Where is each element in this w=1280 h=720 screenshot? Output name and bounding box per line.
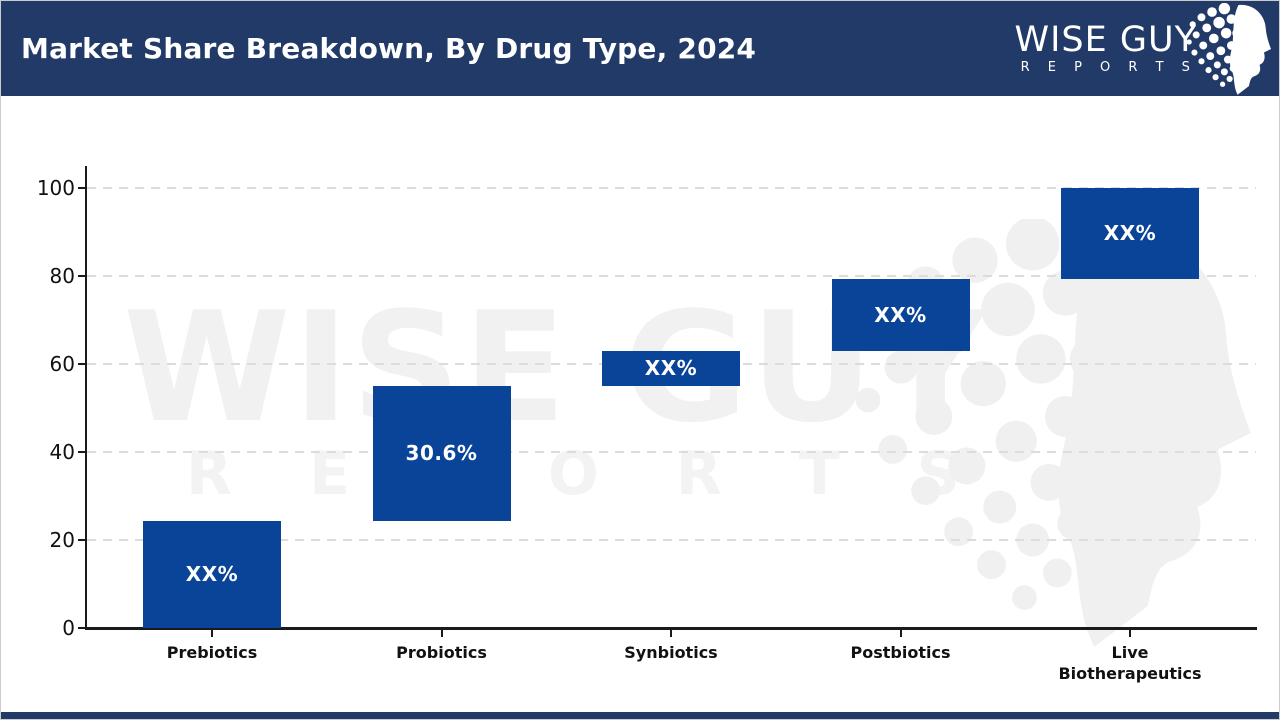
- y-axis-tick: [78, 363, 86, 365]
- wise-guy-logo-text: WISE GUY R E P O R T S: [1014, 22, 1197, 75]
- y-axis-tick: [78, 275, 86, 277]
- wise-guy-face-icon: [1186, 2, 1271, 95]
- x-axis-label: Postbiotics: [850, 643, 951, 662]
- y-axis-tick: [78, 627, 86, 629]
- logo-tagline: R E P O R T S: [1020, 60, 1197, 75]
- bar-segment: XX%: [143, 520, 281, 628]
- gridline: [87, 187, 1256, 189]
- x-axis-label: Live Biotherapeutics: [1058, 643, 1202, 683]
- bar-value-label: XX%: [874, 302, 927, 327]
- y-tick-label: 80: [49, 264, 75, 288]
- bar-segment: 30.6%: [372, 386, 511, 521]
- gridline: [87, 451, 1256, 453]
- y-tick-label: 60: [49, 352, 75, 376]
- x-axis-label: Probiotics: [396, 643, 487, 662]
- bar-segment: XX%: [602, 350, 740, 386]
- header-bar: Market Share Breakdown, By Drug Type, 20…: [1, 1, 1279, 96]
- bar-value-label: XX%: [1103, 221, 1157, 246]
- y-axis-line: [85, 166, 87, 630]
- x-axis-tick: [670, 628, 672, 637]
- x-axis-tick: [211, 628, 213, 637]
- x-axis-tick: [440, 628, 443, 637]
- y-axis-tick: [78, 539, 86, 541]
- bar-value-label: XX%: [185, 562, 239, 587]
- x-axis-label: Synbiotics: [624, 643, 718, 662]
- watermark-tagline: R E P O R T S: [186, 439, 988, 509]
- bar-value-label: 30.6%: [405, 441, 478, 466]
- wise-guy-logo: WISE GUY R E P O R T S: [1014, 1, 1271, 96]
- bar-value-label: XX%: [644, 356, 698, 381]
- y-axis-tick: [78, 451, 86, 453]
- x-axis-label: Prebiotics: [166, 643, 258, 662]
- footer-bar: [1, 712, 1279, 719]
- chart-title: Market Share Breakdown, By Drug Type, 20…: [21, 32, 757, 65]
- y-tick-label: 0: [62, 616, 75, 640]
- bar-segment: XX%: [1061, 188, 1199, 279]
- x-axis-tick: [899, 628, 902, 637]
- gridline: [87, 275, 1256, 277]
- bar-segment: XX%: [831, 278, 970, 351]
- y-tick-label: 20: [49, 528, 75, 552]
- y-tick-label: 40: [49, 440, 75, 464]
- x-axis-tick: [1129, 628, 1131, 637]
- y-tick-label: 100: [36, 176, 75, 200]
- logo-wordmark: WISE GUY: [1014, 20, 1197, 60]
- y-axis-tick: [78, 187, 86, 189]
- gridline: [87, 539, 1256, 541]
